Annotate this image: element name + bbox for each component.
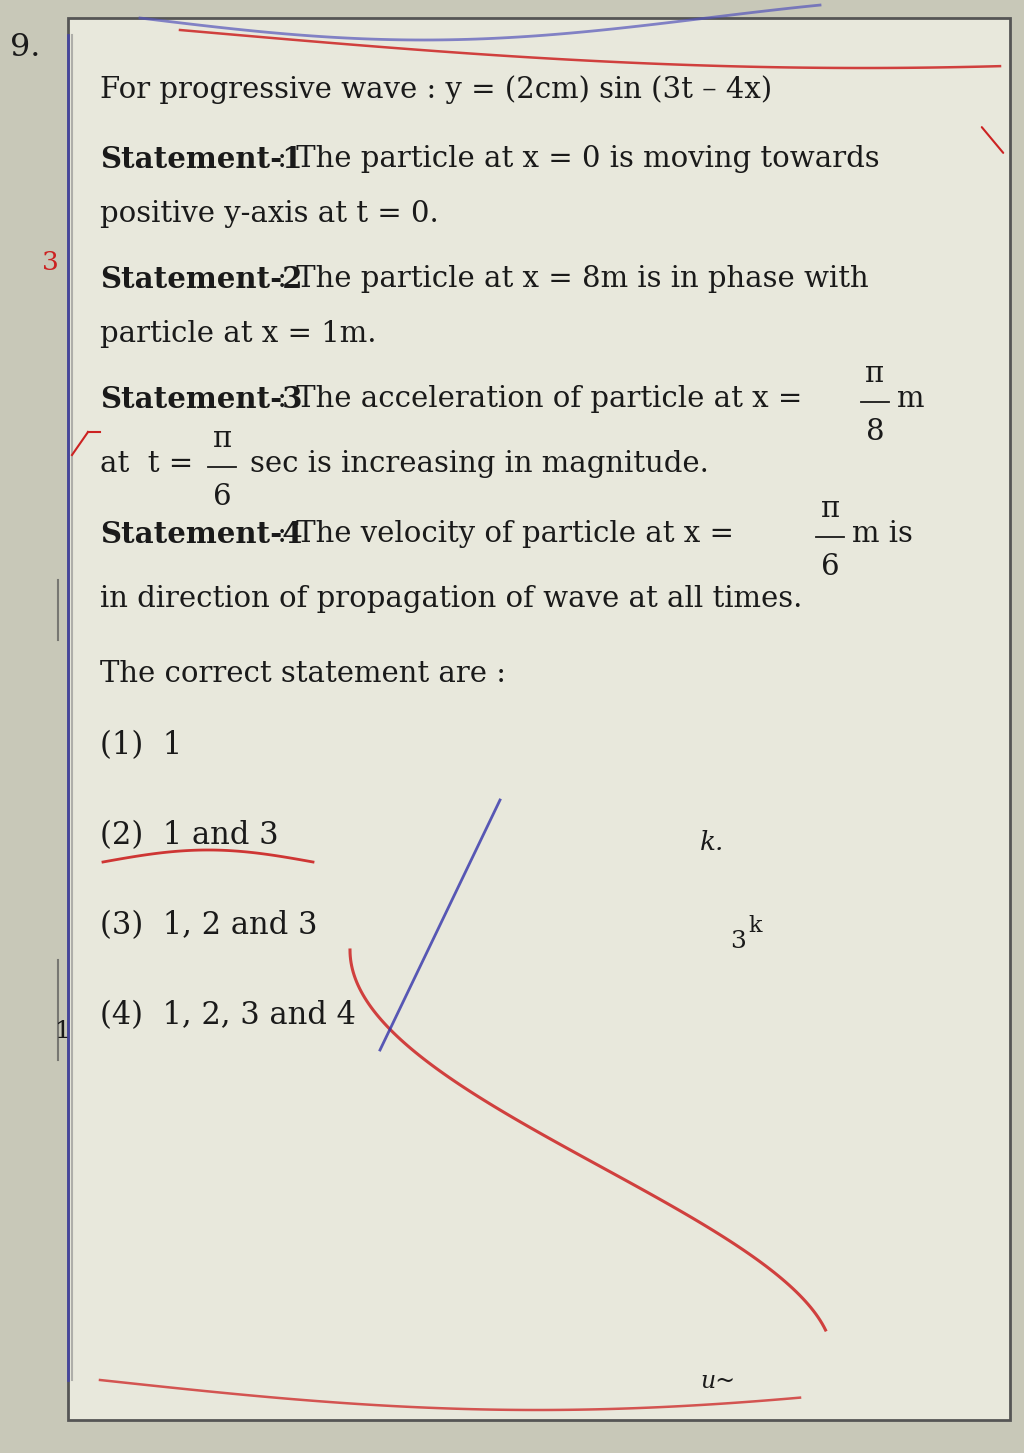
Text: 8: 8: [865, 418, 885, 446]
Text: 6: 6: [213, 482, 231, 511]
Text: particle at x = 1m.: particle at x = 1m.: [100, 320, 377, 349]
Text: : The velocity of particle at x =: : The velocity of particle at x =: [268, 520, 743, 548]
Text: u~: u~: [700, 1370, 735, 1393]
Text: 9.: 9.: [10, 32, 40, 62]
Text: in direction of propagation of wave at all times.: in direction of propagation of wave at a…: [100, 586, 803, 613]
Text: π: π: [865, 360, 885, 388]
Text: Statement-4: Statement-4: [100, 520, 303, 549]
Text: 6: 6: [820, 554, 840, 581]
Text: For progressive wave : y = (2cm) sin (3t – 4x): For progressive wave : y = (2cm) sin (3t…: [100, 76, 772, 103]
Text: π: π: [213, 424, 231, 453]
Text: sec is increasing in magnitude.: sec is increasing in magnitude.: [250, 450, 709, 478]
Text: : The acceleration of particle at x =: : The acceleration of particle at x =: [268, 385, 812, 413]
Text: 1: 1: [55, 1020, 71, 1043]
Text: Statement-3: Statement-3: [100, 385, 302, 414]
Text: 3: 3: [730, 930, 745, 953]
Text: π: π: [820, 495, 840, 523]
Text: positive y-axis at t = 0.: positive y-axis at t = 0.: [100, 201, 438, 228]
Text: (4)  1, 2, 3 and 4: (4) 1, 2, 3 and 4: [100, 1000, 356, 1032]
Text: Statement-2: Statement-2: [100, 264, 302, 294]
Text: (2)  1 and 3: (2) 1 and 3: [100, 819, 279, 851]
Text: m: m: [897, 385, 925, 413]
Text: m is: m is: [852, 520, 912, 548]
Text: The correct statement are :: The correct statement are :: [100, 660, 506, 689]
Text: (3)  1, 2 and 3: (3) 1, 2 and 3: [100, 910, 317, 942]
Text: k: k: [748, 915, 762, 937]
Text: k.: k.: [700, 830, 724, 854]
Text: (1)  1: (1) 1: [100, 729, 182, 761]
Text: : The particle at x = 0 is moving towards: : The particle at x = 0 is moving toward…: [268, 145, 880, 173]
Text: Statement-1: Statement-1: [100, 145, 302, 174]
Text: at  t =: at t =: [100, 450, 203, 478]
Text: : The particle at x = 8m is in phase with: : The particle at x = 8m is in phase wit…: [268, 264, 868, 294]
Text: 3: 3: [42, 250, 58, 275]
